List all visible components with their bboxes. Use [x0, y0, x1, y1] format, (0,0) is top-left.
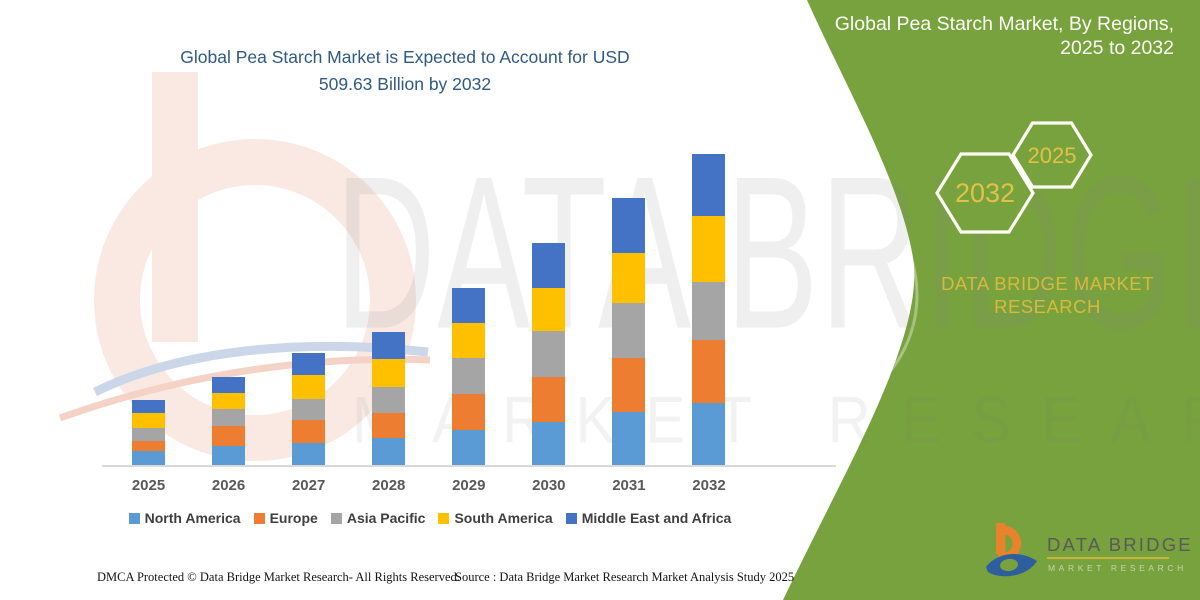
bar-segment-north-america-2026: [212, 445, 246, 466]
footer-source: Source : Data Bridge Market Research Mar…: [455, 570, 795, 584]
hexagon-2032-label: 2032: [955, 178, 1015, 208]
chart-title-line1: Global Pea Starch Market is Expected to …: [180, 47, 630, 67]
logo-name-text: DATA BRIDGE: [1047, 534, 1193, 555]
bar-segment-asia-pacific-2030: [532, 331, 566, 378]
x-axis-label-2028: 2028: [372, 477, 406, 494]
bar-segment-middle-east-and-africa-2031: [612, 197, 646, 254]
bar-segment-middle-east-and-africa-2029: [452, 287, 486, 324]
bar-segment-europe-2030: [532, 377, 566, 422]
bar-segment-europe-2032: [692, 340, 726, 404]
bar-segment-asia-pacific-2026: [212, 409, 246, 426]
legend-swatch-europe: [253, 512, 265, 524]
bar-segment-north-america-2027: [292, 442, 326, 466]
x-axis-label-2030: 2030: [532, 477, 566, 494]
bar-segment-europe-2031: [612, 358, 646, 413]
brand-text: DATA BRIDGE MARKET RESEARCH: [940, 272, 1155, 318]
bar-segment-asia-pacific-2032: [692, 281, 726, 340]
x-axis-label-2025: 2025: [131, 477, 166, 494]
legend-item-middle-east-and-africa: Middle East and Africa: [565, 510, 732, 526]
bar-segment-north-america-2029: [452, 430, 486, 466]
brand-text-line2: RESEARCH: [994, 296, 1101, 317]
bar-segment-europe-2028: [372, 413, 406, 439]
x-axis-label-2026: 2026: [211, 477, 246, 494]
legend-item-europe: Europe: [253, 510, 318, 526]
bar-segment-europe-2025: [132, 441, 165, 451]
x-axis-line: [102, 465, 836, 467]
panel-title-line1: Global Pea Starch Market, By Regions,: [834, 13, 1174, 35]
panel-circle-watermark: [671, 171, 919, 419]
panel-title-line2: 2025 to 2032: [1060, 37, 1174, 59]
bar-segment-asia-pacific-2027: [292, 399, 326, 420]
bar-segment-north-america-2030: [532, 421, 566, 466]
bar-segment-south-america-2029: [452, 323, 486, 359]
bar-segment-south-america-2025: [132, 412, 165, 429]
legend-swatch-north-america: [128, 512, 140, 524]
legend-label-asia-pacific: Asia Pacific: [346, 510, 426, 526]
bar-segment-south-america-2030: [532, 287, 566, 331]
chart-legend: North America Europe Asia Pacific South Ame…: [90, 510, 770, 526]
legend-label-middle-east-and-africa: Middle East and Africa: [581, 510, 732, 526]
chart-title: Global Pea Starch Market is Expected to …: [130, 44, 680, 98]
bar-segment-europe-2029: [452, 393, 486, 431]
footer-copyright: DMCA Protected © Data Bridge Market Rese…: [97, 570, 460, 584]
bar-segment-middle-east-and-africa-2032: [692, 154, 726, 217]
brand-text-line1: DATA BRIDGE MARKET: [941, 273, 1154, 294]
legend-label-europe: Europe: [269, 510, 318, 526]
year-hexagons: 2032 2025: [935, 121, 1093, 234]
legend-label-north-america: North America: [144, 510, 241, 526]
x-axis-label-2032: 2032: [692, 477, 726, 494]
legend-swatch-south-america: [438, 512, 450, 524]
logo-underline: [1047, 557, 1169, 559]
bar-segment-south-america-2027: [292, 374, 326, 400]
legend-item-asia-pacific: Asia Pacific: [330, 510, 426, 526]
databridge-logo-icon: [986, 523, 1037, 577]
bar-segment-asia-pacific-2028: [372, 386, 406, 414]
chart-title-line2: 509.63 Billion by 2032: [318, 74, 492, 94]
x-axis-label-2029: 2029: [452, 477, 486, 494]
bar-segment-asia-pacific-2025: [132, 428, 165, 441]
legend-swatch-asia-pacific: [330, 512, 342, 524]
bar-segment-south-america-2026: [212, 392, 246, 410]
bar-segment-south-america-2028: [372, 359, 406, 387]
bar-segment-north-america-2025: [132, 451, 165, 466]
bar-segment-europe-2026: [212, 425, 246, 446]
bar-segment-south-america-2031: [612, 253, 646, 304]
bar-segment-middle-east-and-africa-2030: [532, 243, 566, 288]
legend-label-south-america: South America: [454, 510, 553, 526]
x-axis-label-2027: 2027: [291, 477, 326, 494]
x-axis-label-2031: 2031: [612, 477, 646, 494]
bar-segment-north-america-2028: [372, 438, 406, 466]
bar-segment-north-america-2032: [692, 403, 726, 466]
bar-segment-asia-pacific-2031: [612, 303, 646, 359]
bar-segment-europe-2027: [292, 419, 326, 443]
bar-segment-middle-east-and-africa-2026: [212, 377, 246, 393]
bar-segment-asia-pacific-2029: [452, 358, 486, 394]
bar-segment-middle-east-and-africa-2027: [292, 353, 326, 375]
bar-segment-south-america-2032: [692, 216, 726, 282]
databridge-logo: DATA BRIDGE MARKET RESEARCH: [985, 520, 1193, 588]
hexagon-2025: [1011, 121, 1093, 189]
bar-segment-middle-east-and-africa-2025: [132, 399, 165, 413]
hexagon-2032: [935, 152, 1035, 234]
legend-swatch-middle-east-and-africa: [565, 512, 577, 524]
legend-item-south-america: South America: [438, 510, 553, 526]
bar-segment-middle-east-and-africa-2028: [372, 331, 406, 360]
panel-title: Global Pea Starch Market, By Regions, 20…: [835, 12, 1174, 60]
logo-subtext: MARKET RESEARCH: [1048, 563, 1187, 573]
hexagon-2025-label: 2025: [1028, 143, 1077, 168]
bar-segment-north-america-2031: [612, 412, 646, 466]
legend-item-north-america: North America: [128, 510, 241, 526]
